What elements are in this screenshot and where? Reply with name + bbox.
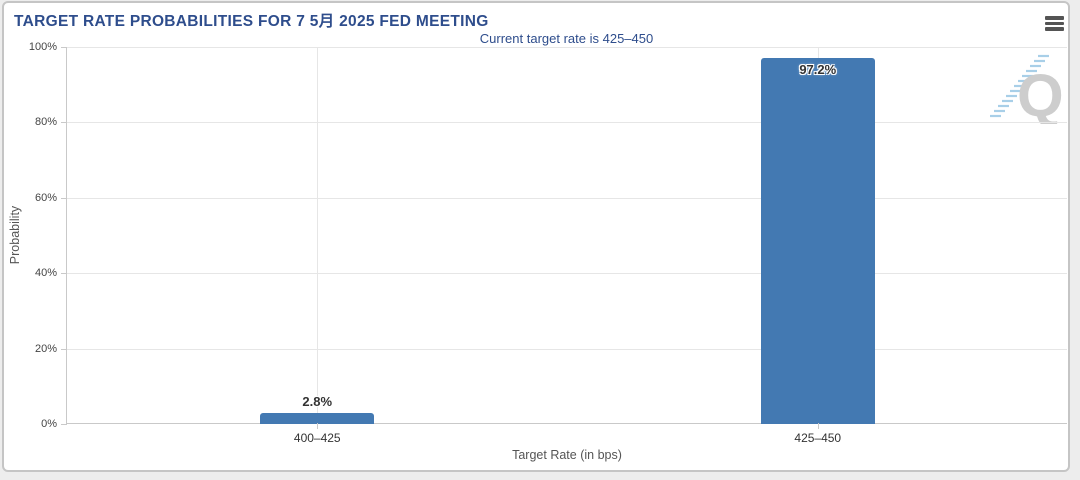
- bar-data-label: 2.8%: [302, 394, 333, 409]
- y-axis-tick-label: 80%: [34, 116, 57, 129]
- x-axis-title: Target Rate (in bps): [512, 448, 622, 462]
- chart-card: TARGET RATE PROBABILITIES FOR 7 5月 2025 …: [2, 1, 1070, 472]
- chart-context-menu-button[interactable]: [1041, 12, 1067, 35]
- y-axis-tick-label: 40%: [34, 267, 57, 280]
- x-axis-tick: [317, 423, 319, 429]
- y-axis-tick: [61, 197, 67, 199]
- chart-title: TARGET RATE PROBABILITIES FOR 7 5月 2025 …: [14, 13, 489, 30]
- watermark-logo: Q: [990, 54, 1064, 124]
- x-axis-category-label: 400–425: [293, 431, 341, 445]
- y-axis-tick: [61, 424, 67, 425]
- hamburger-icon: [1044, 16, 1064, 20]
- horizontal-gridline: [67, 47, 1067, 48]
- y-axis-tick: [61, 47, 67, 48]
- y-axis-tick: [61, 273, 67, 275]
- hamburger-icon: [1044, 27, 1064, 31]
- probability-bar[interactable]: [260, 413, 375, 424]
- y-axis-tick-label: 0%: [41, 418, 57, 430]
- chart-subtitle: Current target rate is 425–450: [479, 31, 654, 46]
- probability-bar[interactable]: [760, 58, 875, 424]
- hamburger-icon: [1044, 21, 1064, 26]
- y-axis-title: Probability: [8, 205, 22, 265]
- plot-area: Probability Target Rate (in bps) 0% 20% 40…: [8, 41, 1067, 462]
- y-axis-tick-label: 60%: [34, 191, 57, 204]
- y-axis-tick: [61, 348, 67, 350]
- y-axis-tick-label: 100%: [28, 41, 57, 53]
- y-axis-tick-label: 20%: [34, 342, 57, 355]
- watermark-letter: Q: [1017, 62, 1064, 124]
- horizontal-gridline: [67, 122, 1067, 124]
- horizontal-gridline: [67, 348, 1067, 350]
- x-axis-category-label: 425–450: [794, 431, 842, 445]
- vertical-gridline: [317, 47, 319, 423]
- horizontal-gridline: [67, 197, 1067, 199]
- horizontal-gridline: [67, 273, 1067, 275]
- y-axis-tick: [61, 122, 67, 124]
- x-axis-tick: [817, 423, 819, 429]
- watermark-hatch-lines: [990, 54, 1049, 118]
- bar-data-label: 97.2%: [799, 62, 837, 77]
